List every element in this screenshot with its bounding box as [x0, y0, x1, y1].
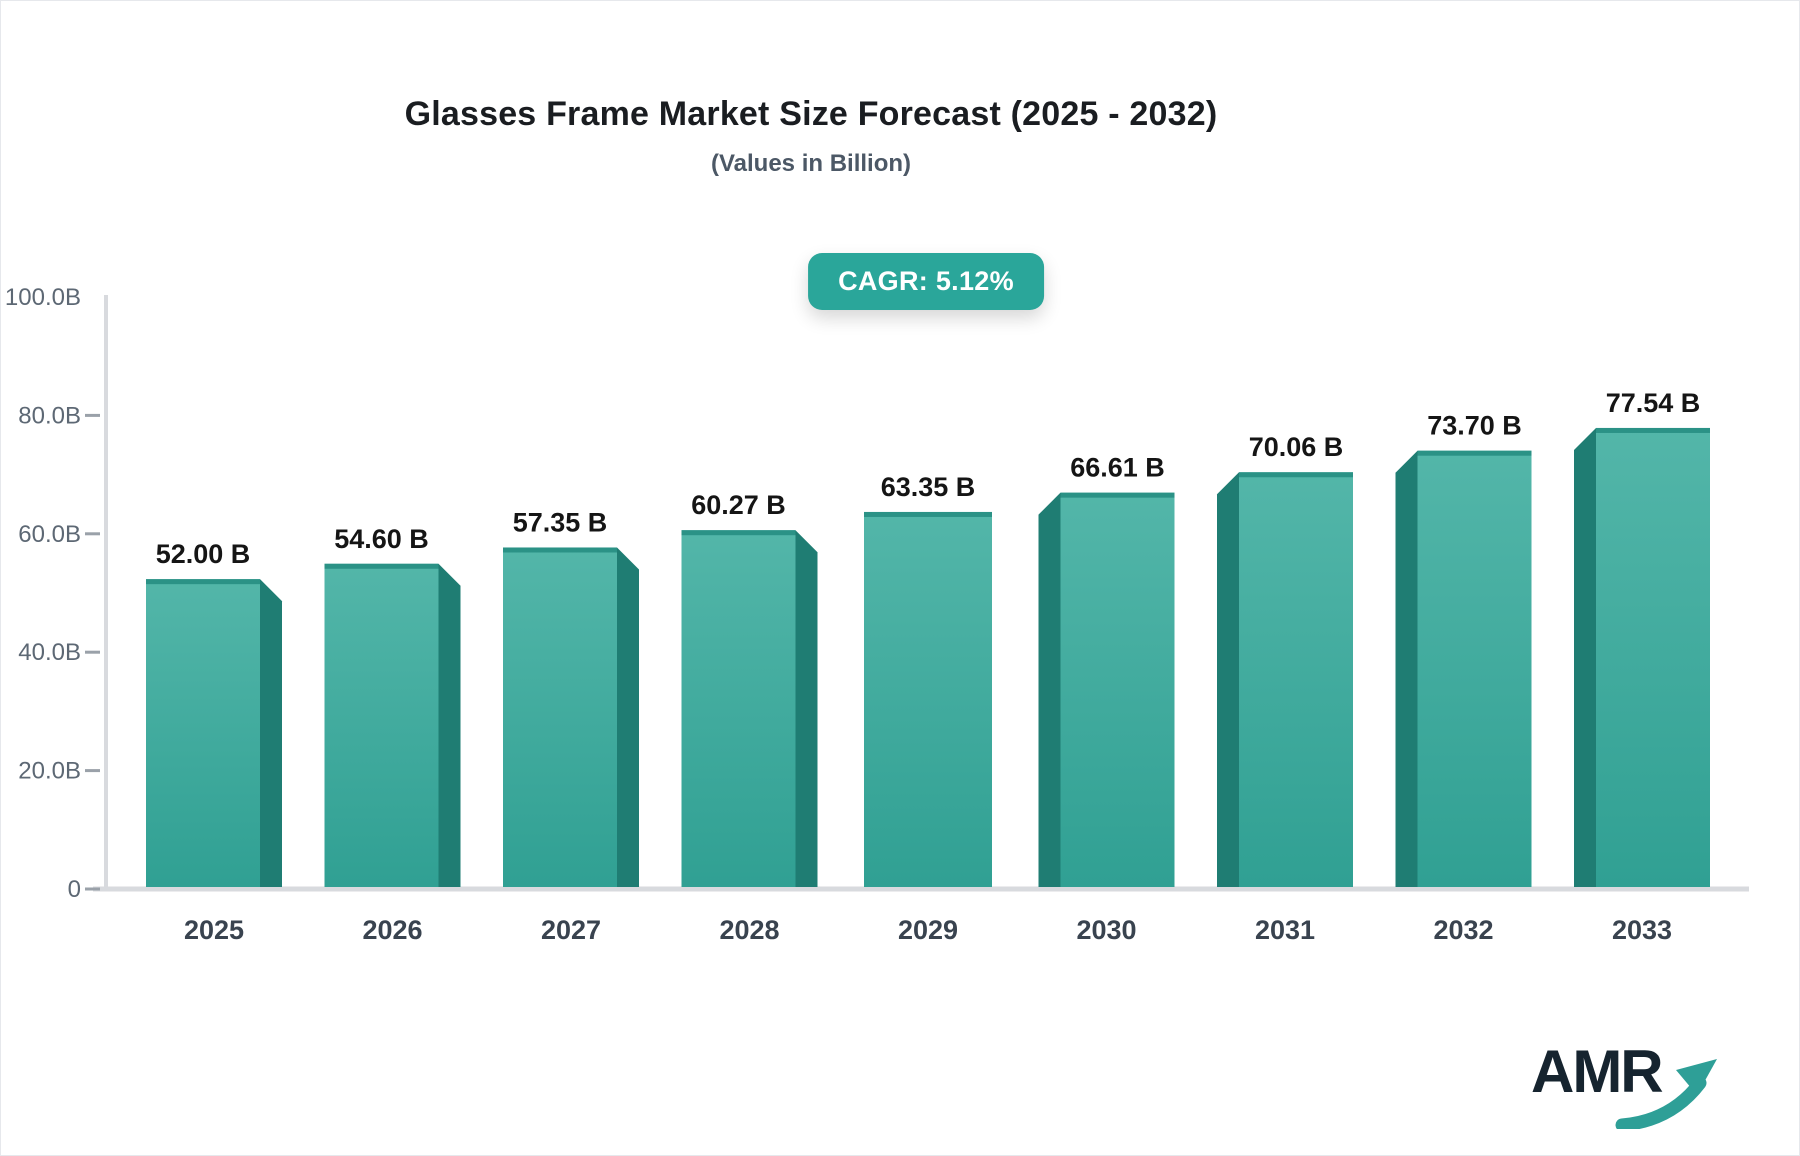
y-tick-dash: [85, 887, 100, 891]
x-tick-label: 2029: [898, 915, 958, 945]
bar-2025: 52.00 B 2025: [146, 539, 282, 945]
page-title: Glasses Frame Market Size Forecast (2025…: [404, 95, 1218, 133]
bar-2027: 57.35 B 2027: [503, 507, 639, 945]
cagr-badge: CAGR: 5.12%: [808, 253, 1044, 310]
y-tick-dash: [85, 413, 100, 417]
y-tick-dash: [85, 769, 100, 773]
bar-value-label: 57.35 B: [513, 507, 608, 537]
growth-arrow-icon: [1615, 1059, 1717, 1129]
bar-value-label: 73.70 B: [1427, 411, 1522, 441]
bar-2030: 66.61 B 2030: [1038, 453, 1175, 945]
x-tick-label: 2028: [719, 915, 779, 945]
y-tick-dash: [85, 532, 100, 536]
bar-value-label: 66.61 B: [1070, 453, 1165, 483]
bar-side-face: [1574, 427, 1596, 887]
bar-front-face: [864, 511, 992, 887]
bar-2028: 60.27 B 2028: [681, 490, 818, 945]
x-tick-label: 2027: [541, 915, 601, 945]
bar-top-edge: [146, 579, 260, 585]
x-tick-label: 2026: [362, 915, 422, 945]
x-tick-label: 2031: [1255, 915, 1315, 945]
y-tick-label: 40.0B: [18, 639, 81, 666]
bar-side-face: [1217, 472, 1239, 887]
y-tick-label: 100.0B: [5, 284, 81, 311]
bar-side-face: [795, 530, 818, 887]
bar-value-label: 77.54 B: [1606, 388, 1701, 418]
bar-front-face: [324, 563, 439, 887]
bar-side-face: [438, 563, 461, 887]
bar-side-face: [260, 579, 282, 887]
bar-top-edge: [681, 530, 796, 536]
bar-top-edge: [1417, 450, 1532, 456]
bar-top-edge: [1060, 492, 1175, 498]
bar-front-face: [1060, 492, 1175, 887]
bar-front-face: [1596, 427, 1710, 887]
y-tick-label: 80.0B: [18, 402, 81, 429]
x-tick-label: 2033: [1612, 915, 1672, 945]
bar-2032: 73.70 B 2032: [1395, 411, 1532, 945]
amr-logo: AMR: [1519, 1029, 1739, 1129]
bar-value-label: 52.00 B: [156, 539, 251, 569]
x-tick-label: 2025: [184, 915, 244, 945]
y-tick-dash: [85, 650, 100, 654]
bar-side-face: [617, 547, 639, 887]
bar-2029: 63.35 B 2029: [864, 472, 992, 945]
y-tick-label: 0: [68, 876, 81, 903]
y-tick-label: 20.0B: [18, 758, 81, 785]
bar-value-label: 54.60 B: [334, 524, 429, 554]
bar-value-label: 60.27 B: [691, 490, 786, 520]
bar-side-face: [1395, 450, 1418, 887]
bar-top-edge: [1239, 472, 1353, 478]
y-tick-label: 60.0B: [18, 521, 81, 548]
amr-logo-text: AMR: [1531, 1038, 1664, 1105]
bar-value-label: 70.06 B: [1249, 432, 1344, 462]
bar-front-face: [503, 547, 617, 887]
bar-top-edge: [503, 547, 617, 553]
bar-2033: 77.54 B 2033: [1574, 388, 1710, 945]
x-tick-label: 2032: [1433, 915, 1493, 945]
bar-2031: 70.06 B 2031: [1217, 432, 1353, 945]
bar-top-edge: [1596, 427, 1710, 433]
bar-top-edge: [324, 563, 439, 569]
bar-front-face: [1239, 472, 1353, 887]
bar-side-face: [1038, 492, 1061, 887]
bar-value-label: 63.35 B: [881, 472, 976, 502]
bar-top-edge: [864, 511, 992, 517]
bar-front-face: [146, 579, 260, 887]
x-tick-label: 2030: [1076, 915, 1136, 945]
bar-front-face: [681, 530, 796, 887]
page-subtitle: (Values in Billion): [710, 150, 912, 177]
bar-2026: 54.60 B 2026: [324, 524, 461, 945]
bar-front-face: [1417, 450, 1532, 887]
chart-header: Glasses Frame Market Size Forecast (2025…: [1, 95, 1621, 178]
